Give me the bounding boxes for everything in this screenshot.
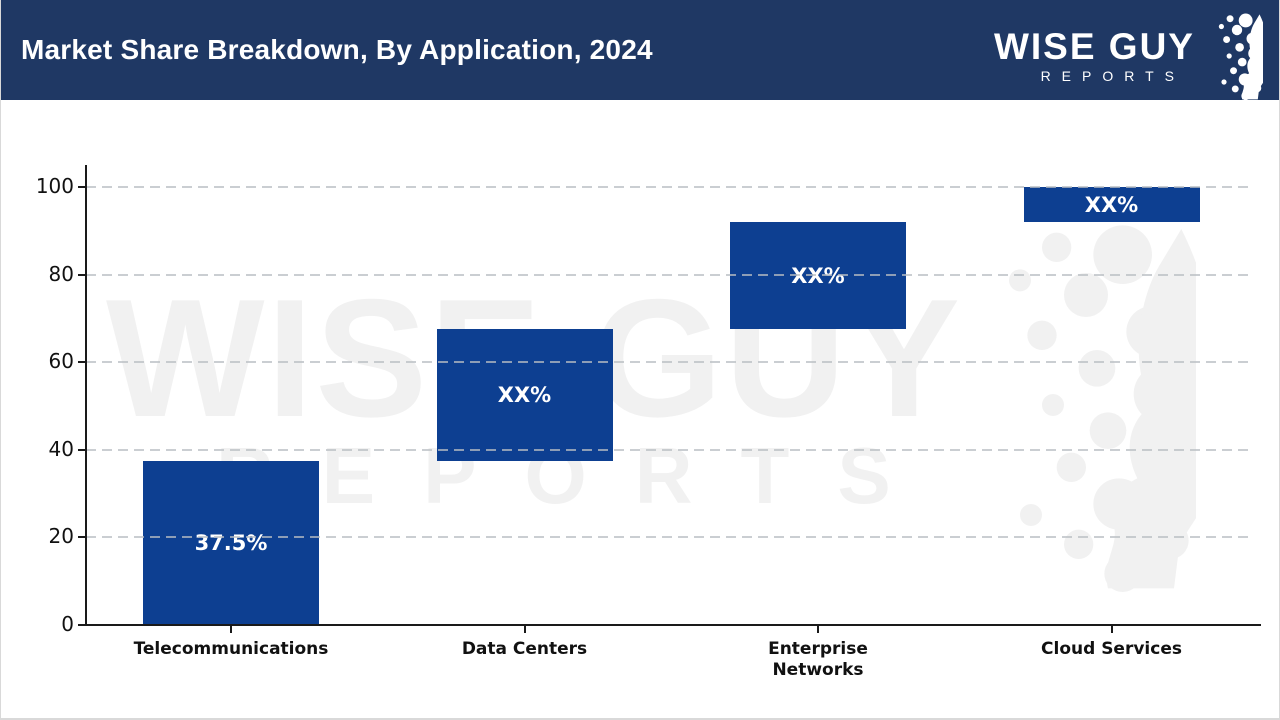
y-tick-label-40: 40 (48, 436, 74, 461)
x-category-label-1: Data Centers (461, 639, 588, 659)
bar-2: XX% (730, 222, 906, 330)
x-tick-mark-2 (817, 625, 819, 633)
y-tick-label-100: 100 (35, 174, 74, 198)
y-tick-mark-100 (78, 186, 85, 188)
y-tick-label-20: 20 (48, 524, 74, 549)
x-axis (85, 624, 1261, 626)
wise-guy-reports-logo: WISE GUY REPORTS (994, 10, 1263, 100)
y-tick-mark-60 (78, 361, 85, 364)
x-category-label-3: Cloud Services (1041, 639, 1182, 659)
bar-label-0: 37.5% (194, 530, 268, 555)
y-tick-mark-20 (78, 536, 85, 539)
y-axis (85, 165, 87, 626)
gridline-20 (86, 536, 1253, 539)
y-tick-label-80: 80 (48, 261, 74, 286)
bar-3: XX% (1023, 187, 1200, 223)
logo-reports-text: REPORTS (1040, 68, 1185, 84)
bar-1: XX% (436, 329, 613, 461)
x-category-label-2: Enterprise Networks (768, 639, 868, 681)
x-tick-mark-1 (523, 625, 526, 633)
header-bar: Market Share Breakdown, By Application, … (1, 0, 1279, 100)
gridline-80 (86, 273, 1253, 276)
y-tick-label-60: 60 (48, 349, 74, 374)
bar-label-2: XX% (791, 263, 845, 288)
logo-wiseguy-text: WISE GUY (993, 26, 1195, 67)
logo-face-icon (1218, 13, 1263, 100)
y-tick-mark-40 (78, 448, 85, 451)
y-tick-mark-80 (78, 273, 85, 276)
chart-title: Market Share Breakdown, By Application, … (21, 34, 653, 65)
bar-0: 37.5% (143, 460, 319, 625)
y-tick-label-0: 0 (61, 612, 74, 636)
x-tick-mark-0 (230, 625, 232, 633)
x-tick-mark-3 (1110, 625, 1113, 633)
gridline-60 (86, 361, 1253, 364)
y-tick-mark-0 (78, 624, 85, 626)
bar-label-3: XX% (1084, 192, 1139, 217)
gridline-40 (86, 448, 1253, 451)
x-category-label-0: Telecommunications (133, 639, 329, 659)
bar-label-1: XX% (497, 383, 552, 408)
gridline-100 (86, 186, 1253, 188)
